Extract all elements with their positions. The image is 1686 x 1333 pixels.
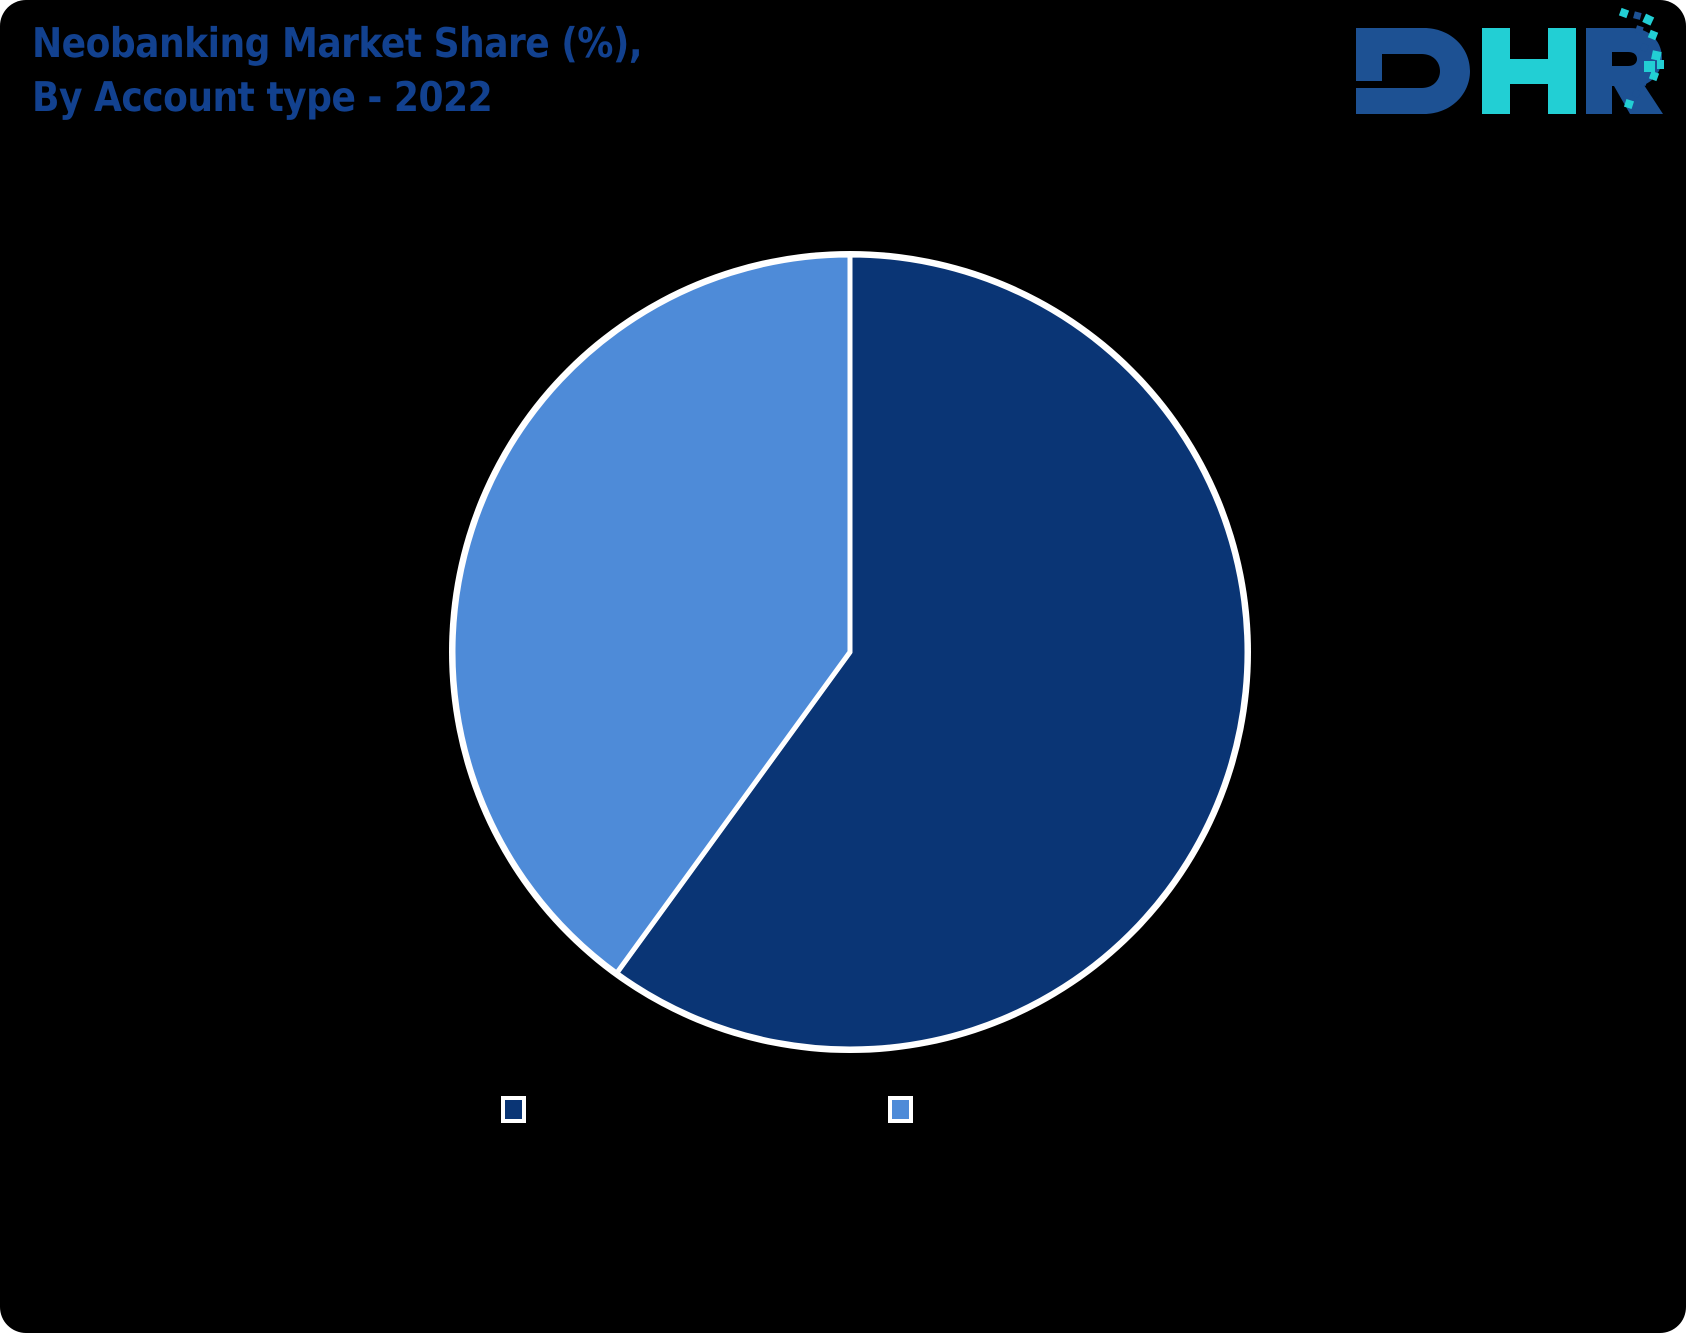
logo-letter-h-icon [1482, 28, 1576, 114]
legend-item-1[interactable] [888, 1096, 922, 1123]
chart-legend [0, 1096, 1686, 1136]
legend-swatch-1 [888, 1096, 913, 1123]
logo-letter-d-icon [1356, 28, 1470, 114]
legend-swatch-0 [501, 1096, 526, 1123]
dhr-logo [1334, 6, 1666, 136]
pie-slices [449, 251, 1251, 1053]
legend-item-0[interactable] [501, 1096, 535, 1123]
logo-dot-cluster-icon [1618, 7, 1666, 110]
pie-slice-1[interactable] [450, 252, 853, 976]
pie-slice-0[interactable] [614, 252, 1250, 1052]
page-title: Neobanking Market Share (%), By Account … [32, 19, 643, 122]
